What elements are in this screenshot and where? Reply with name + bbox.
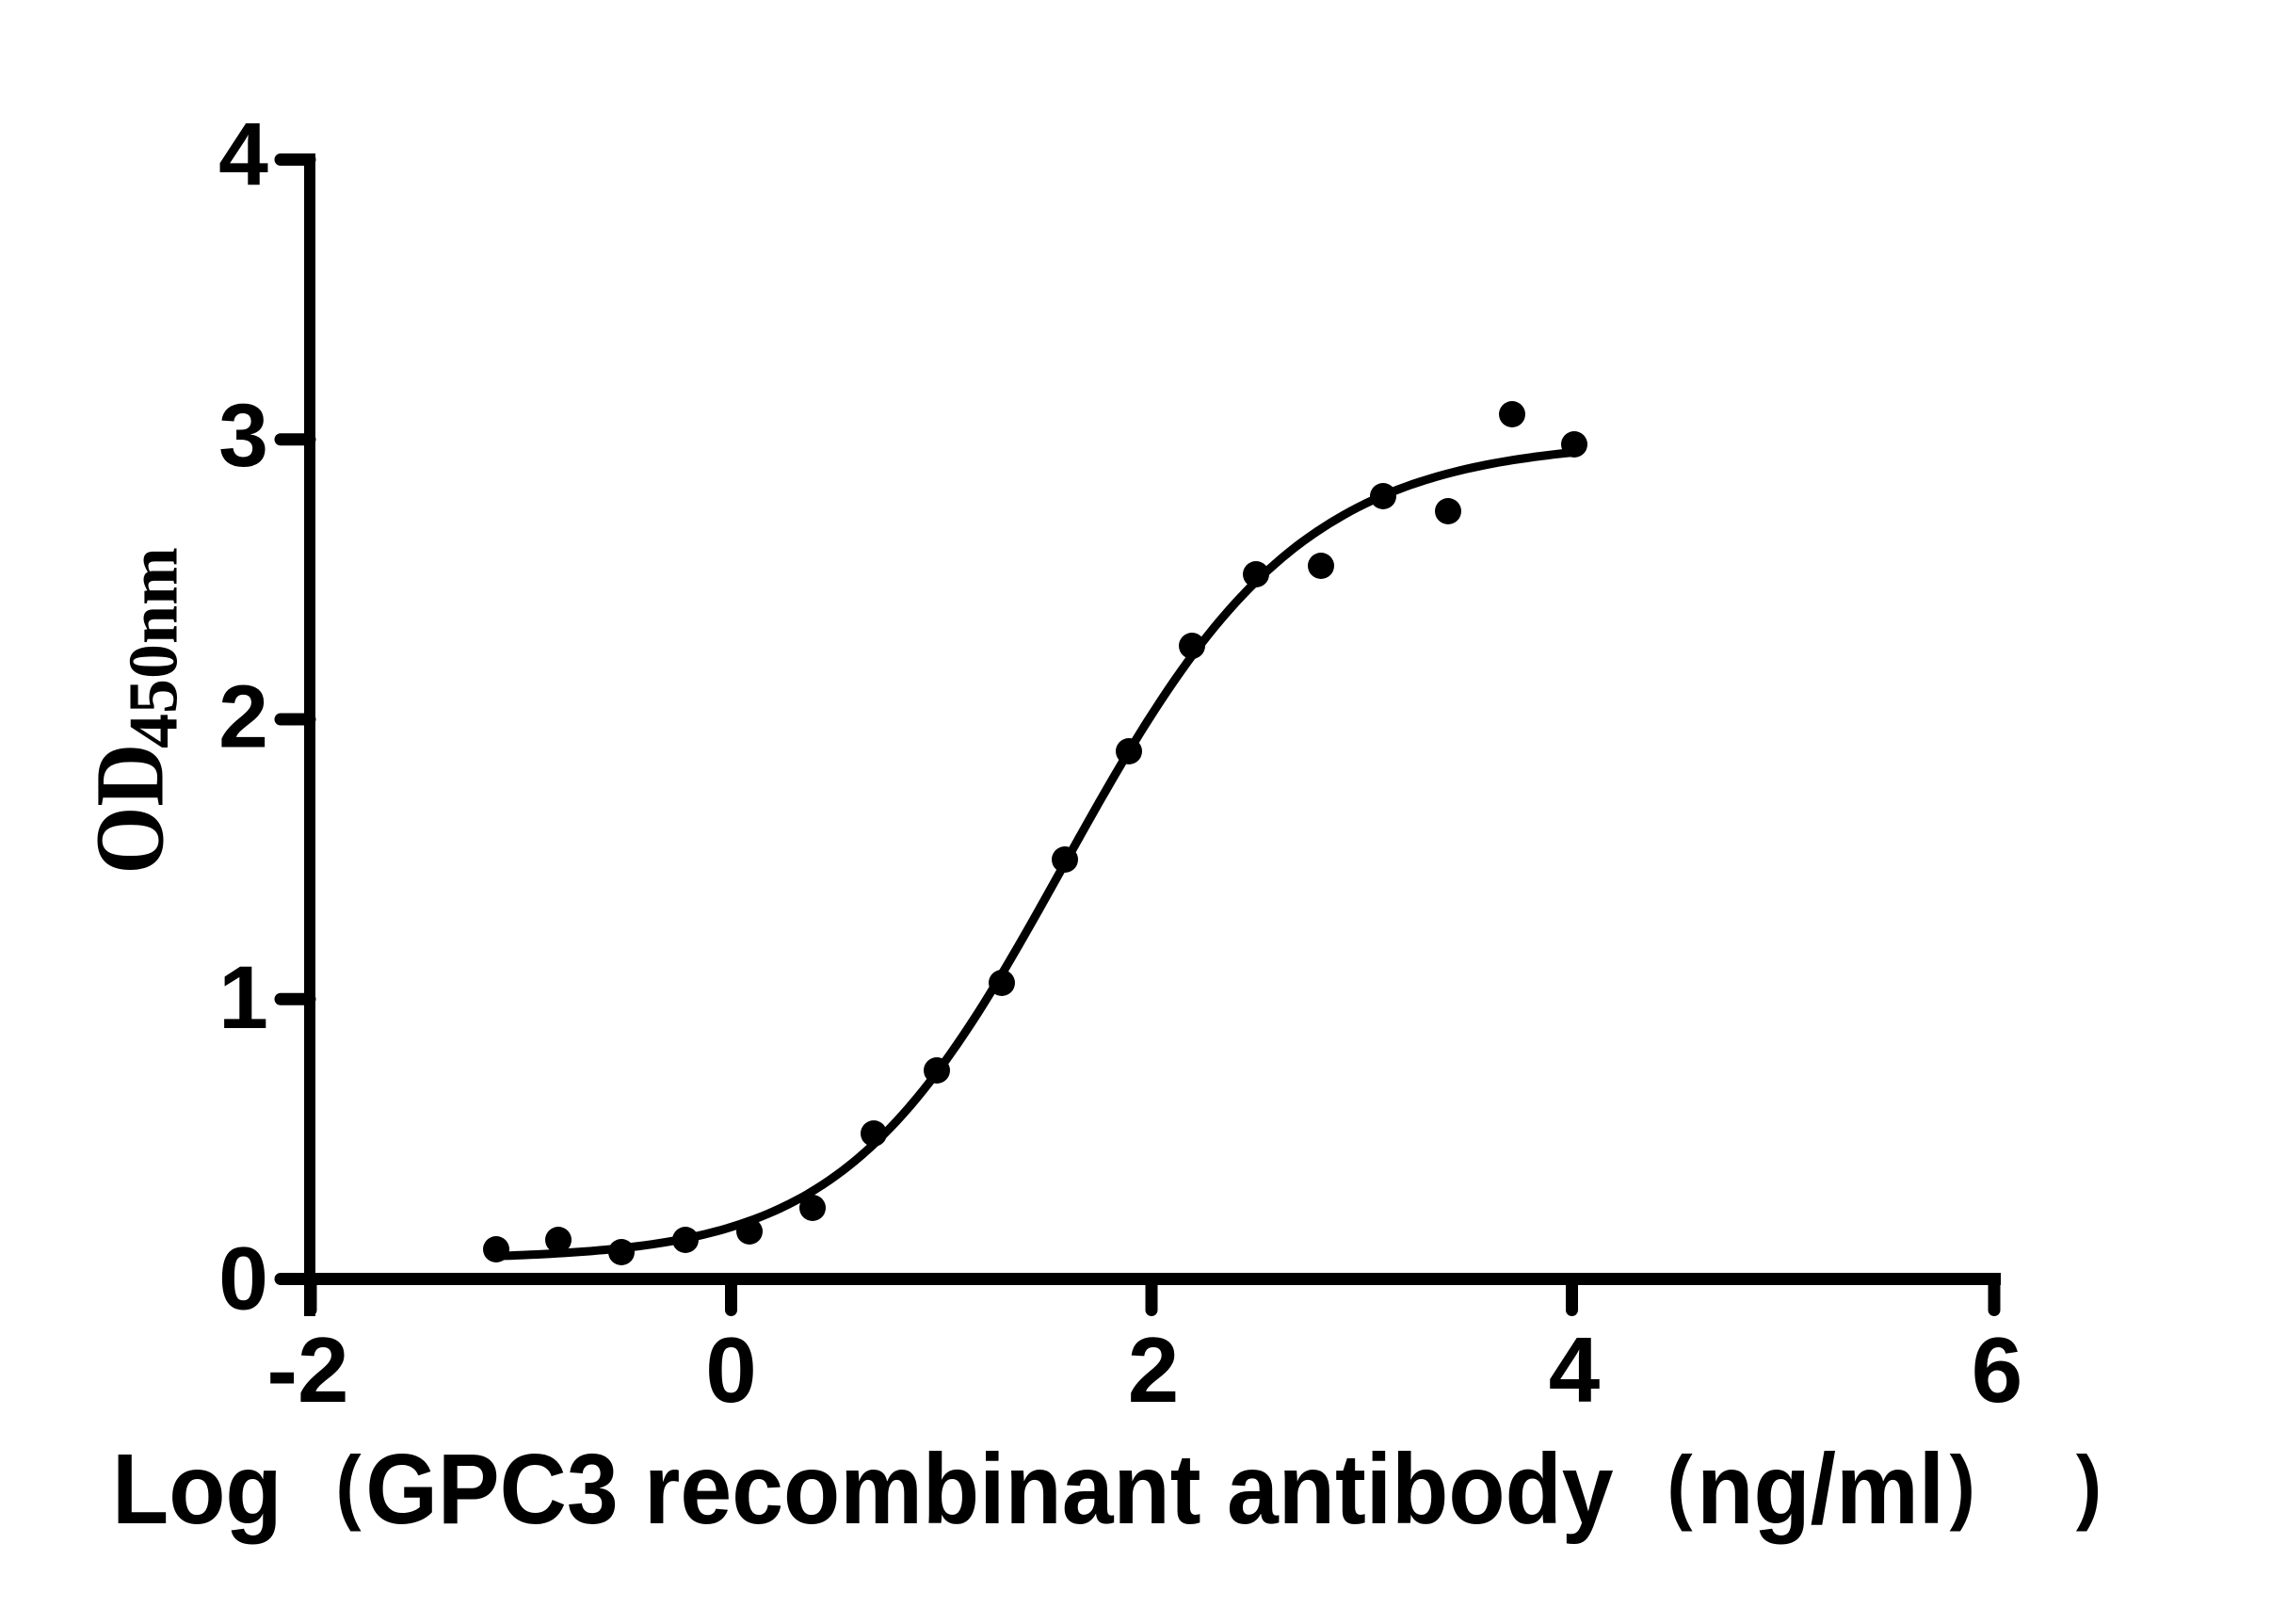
svg-text:6: 6 <box>1972 1318 2023 1422</box>
svg-text:450nm: 450nm <box>116 547 193 748</box>
svg-text:2: 2 <box>1128 1318 1180 1422</box>
svg-text:Log(GPC3 recombinant antibody(: Log (GPC3 recombinant antibody (ng/ml)) <box>112 1433 2102 1545</box>
svg-text:OD: OD <box>77 744 185 875</box>
svg-text:1: 1 <box>218 948 268 1048</box>
svg-text:0: 0 <box>218 1230 268 1329</box>
svg-text:4: 4 <box>1549 1318 1601 1422</box>
svg-text:4: 4 <box>218 105 268 205</box>
svg-text:0: 0 <box>705 1318 757 1422</box>
svg-text:-2: -2 <box>266 1318 348 1422</box>
svg-text:2: 2 <box>218 667 268 767</box>
svg-text:3: 3 <box>218 386 268 486</box>
